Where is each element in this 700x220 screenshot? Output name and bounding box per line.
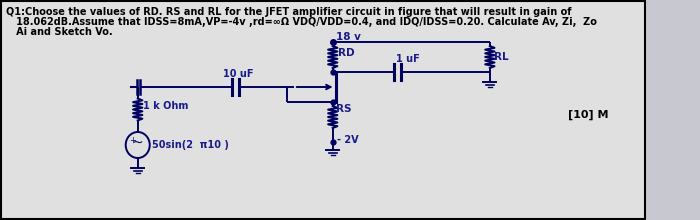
FancyBboxPatch shape (1, 1, 645, 219)
Text: +: + (130, 136, 136, 145)
Text: Ai and Sketch Vo.: Ai and Sketch Vo. (6, 27, 112, 37)
Text: Q1:Choose the values of RD. RS and RL for the JFET amplifier circuit in figure t: Q1:Choose the values of RD. RS and RL fo… (6, 7, 571, 17)
Text: [10] M: [10] M (568, 110, 609, 120)
Text: 50sin(2  π10 ): 50sin(2 π10 ) (152, 140, 228, 150)
Text: RS: RS (335, 104, 351, 114)
Text: RL: RL (494, 52, 509, 62)
Text: 1 uF: 1 uF (395, 54, 419, 64)
Text: RD: RD (338, 48, 355, 58)
Text: - 2V: - 2V (337, 135, 359, 145)
Text: 18.062dB.Assume that IDSS=8mA,VP=-4v ,rd=∞Ω VDQ/VDD=0.4, and IDQ/IDSS=0.20. Calc: 18.062dB.Assume that IDSS=8mA,VP=-4v ,rd… (6, 17, 596, 27)
Text: 18 v: 18 v (335, 32, 361, 42)
Text: ~: ~ (132, 136, 144, 150)
Text: 1 k Ohm: 1 k Ohm (144, 101, 188, 110)
Text: 10 uF: 10 uF (223, 69, 253, 79)
